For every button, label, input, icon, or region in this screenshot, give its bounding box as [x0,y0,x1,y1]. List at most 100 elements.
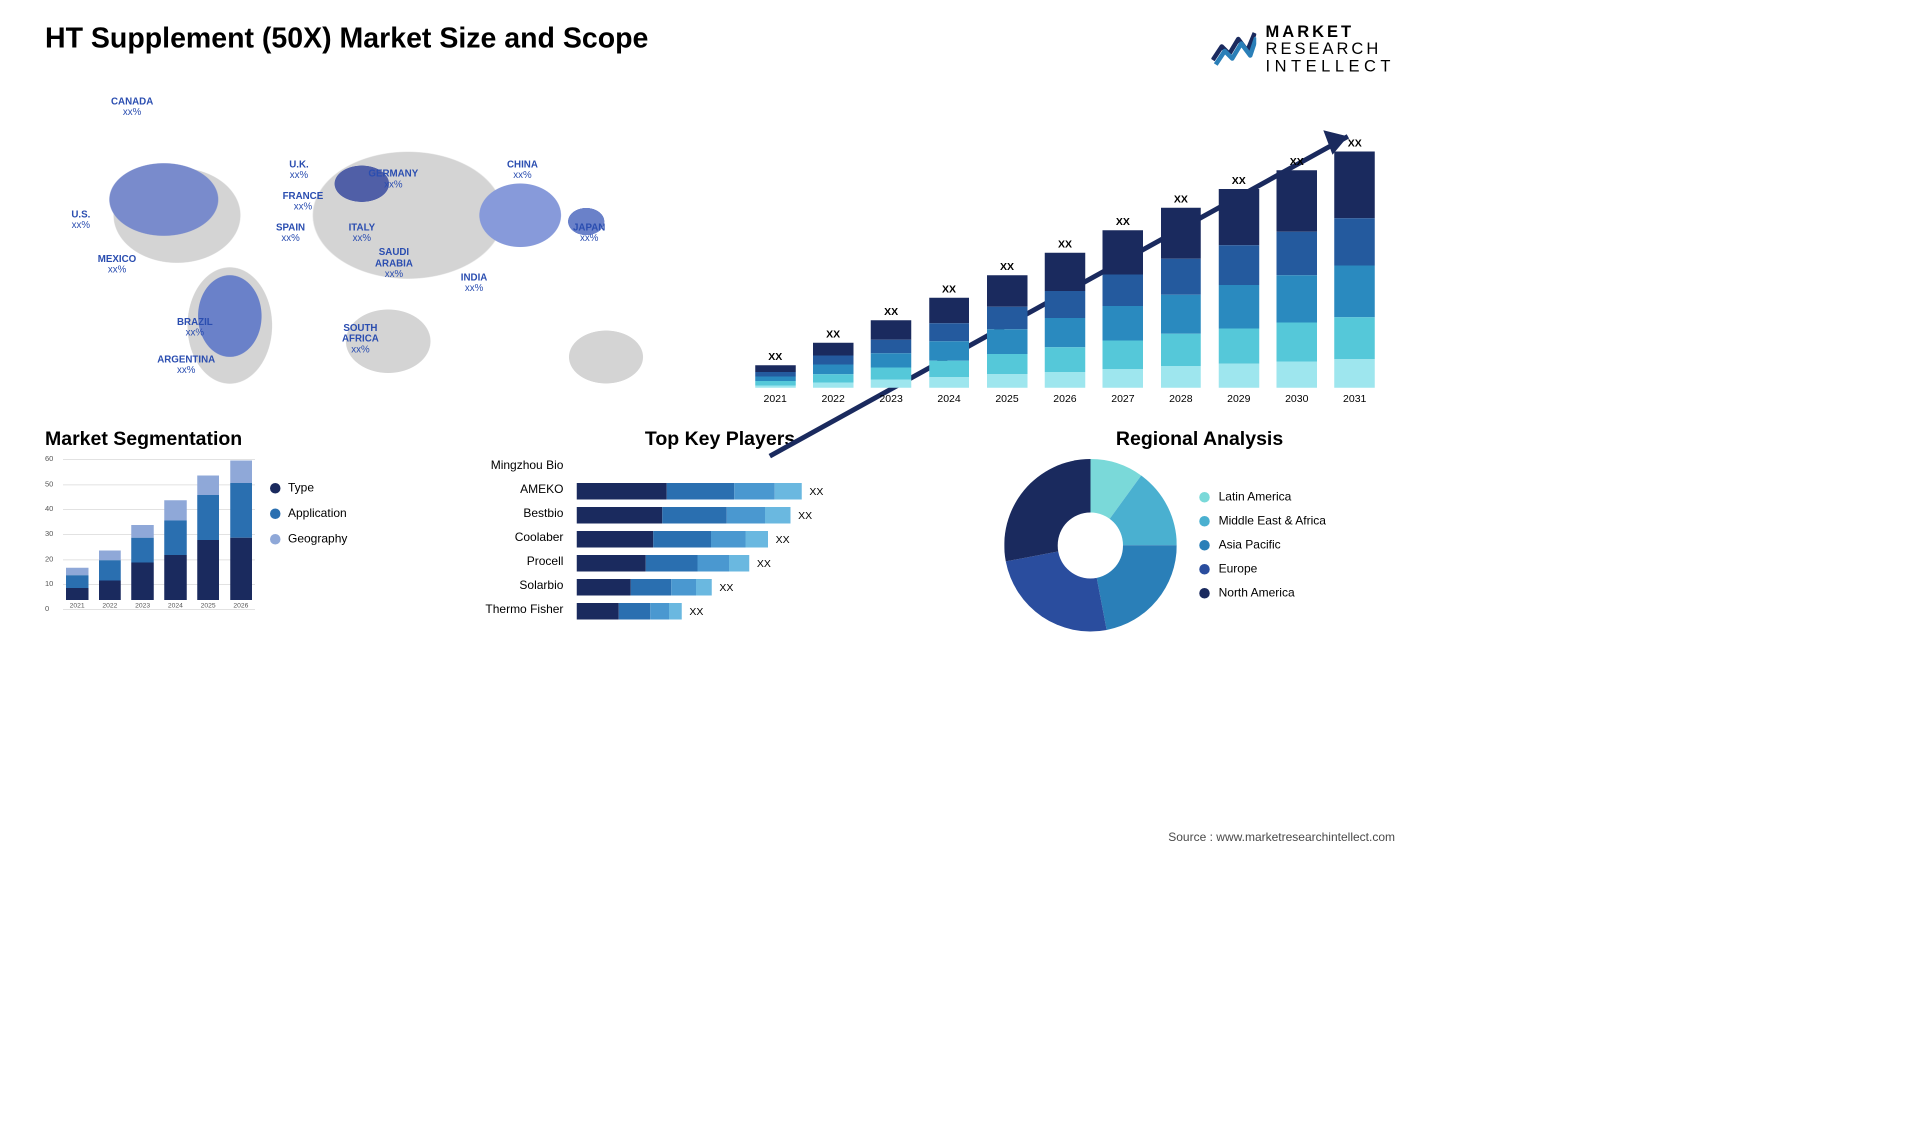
growth-bar-segment [1335,152,1375,218]
seg-segment [164,555,186,600]
kp-bar-segment [653,531,710,548]
segmentation-content: 0102030405060 202120222023202420252026 T… [45,459,436,624]
kp-bar-segment [577,579,631,596]
growth-bar-segment [1277,362,1317,388]
seg-segment [164,500,186,520]
seg-legend-item: Geography [270,533,347,547]
growth-bar-segment [1103,306,1143,341]
seg-segment [99,580,121,600]
legend-label: Application [288,507,347,521]
growth-bar-segment [987,329,1027,354]
growth-bar-segment [1335,317,1375,360]
regional-donut [1004,459,1177,632]
regional-legend-item: Latin America [1199,491,1326,505]
regional-panel: Regional Analysis Latin AmericaMiddle Ea… [1004,427,1395,632]
growth-bar-segment [1335,360,1375,388]
growth-bar-segment [1103,369,1143,388]
growth-bar-segment [813,343,853,356]
seg-x-label: 2021 [70,602,85,610]
growth-bar-year-label: 2029 [1227,392,1250,404]
kp-bar-row: XX [577,531,974,548]
growth-bar-2027: XX2027 [1098,215,1148,404]
key-players-panel: Top Key Players Mingzhou BioAMEKOBestbio… [466,427,974,632]
growth-bar-2025: XX 2025 [982,260,1032,404]
kp-player-label: Solarbio [466,579,564,596]
regional-legend-item: Middle East & Africa [1199,515,1326,529]
growth-bar-2028: XX2028 [1156,193,1206,404]
regional-legend: Latin America Middle East & Africa Asia Pa… [1199,491,1326,601]
kp-player-label: Mingzhou Bio [466,459,564,476]
growth-bar-segment [929,298,969,323]
legend-swatch [270,509,281,520]
kp-bar-segment [775,483,802,500]
map-label-japan: JAPANxx% [573,222,605,243]
seg-gridline [63,609,255,610]
growth-bar-segment [755,385,795,388]
growth-bar-year-label: 2021 [764,392,787,404]
growth-bar-segment [1103,230,1143,274]
seg-y-label: 60 [45,455,53,463]
kp-bar [577,483,802,500]
map-label-germany: GERMANYxx% [368,168,418,189]
seg-segment [132,525,154,537]
regional-content: Latin America Middle East & Africa Asia Pa… [1004,459,1395,632]
growth-bar-segment [1219,285,1259,329]
map-label-u-k-: U.K.xx% [289,159,309,180]
map-label-u-s-: U.S.xx% [71,209,90,230]
kp-bar-row [577,459,974,476]
seg-y-label: 30 [45,530,53,538]
kp-bar-segment [646,555,698,572]
growth-bar-segment [813,356,853,365]
legend-swatch [1199,492,1210,503]
seg-segment [230,483,252,538]
kp-value-label: XX [798,509,812,521]
seg-segment [197,495,219,540]
kp-bar-segment [577,531,654,548]
growth-bar-segment [987,307,1027,330]
map-label-spain: SPAINxx% [276,222,305,243]
kp-bar-segment [577,555,646,572]
growth-bar-segment [871,339,911,353]
seg-y-label: 50 [45,480,53,488]
seg-segment [132,538,154,563]
growth-bar-segment [1161,208,1201,258]
growth-bar-year-label: 2026 [1053,392,1076,404]
growth-bar-segment [1045,318,1085,348]
growth-bar-segment [1161,258,1201,294]
growth-bar-segment [1045,253,1085,291]
growth-bar-segment [1277,323,1317,362]
seg-y-label: 40 [45,505,53,513]
growth-bar-year-label: 2025 [995,392,1018,404]
growth-bar-segment [1219,364,1259,388]
segmentation-title: Market Segmentation [45,427,436,450]
growth-bar-2026: XX2026 [1040,238,1090,404]
kp-bar-segment [667,483,735,500]
growth-bar-year-label: 2028 [1169,392,1192,404]
map-label-india: INDIAxx% [461,272,488,293]
growth-bar-2022: XX2022 [808,328,858,404]
legend-label: Asia Pacific [1219,539,1281,553]
legend-swatch [1199,516,1210,527]
seg-segment [230,538,252,600]
growth-bar-year-label: 2030 [1285,392,1308,404]
seg-segment [99,550,121,560]
seg-y-label: 0 [45,605,49,613]
seg-segment [164,520,186,555]
growth-bar-value-label: XX [1000,260,1014,272]
segmentation-panel: Market Segmentation 0102030405060 202120… [45,427,436,632]
kp-bar-segment [696,579,712,596]
growth-bar-2031: XX2031 [1329,137,1379,405]
top-row: CANADAxx%U.S.xx%MEXICOxx%BRAZILxx%ARGENT… [0,82,1440,405]
growth-bar-segment [1219,245,1259,285]
growth-bar-segment [871,353,911,368]
growth-bar-segment [1161,294,1201,334]
kp-player-label: Thermo Fisher [466,603,564,620]
brand-logo: MARKET RESEARCH INTELLECT [1212,23,1395,75]
growth-bar-segment [929,377,969,388]
growth-bar-segment [1277,231,1317,275]
growth-bar-2021: XX2021 [750,350,800,404]
legend-swatch [270,534,281,545]
key-players-title: Top Key Players [466,427,974,450]
growth-bar-value-label: XX [1116,215,1130,227]
kp-bar-segment [711,531,745,548]
